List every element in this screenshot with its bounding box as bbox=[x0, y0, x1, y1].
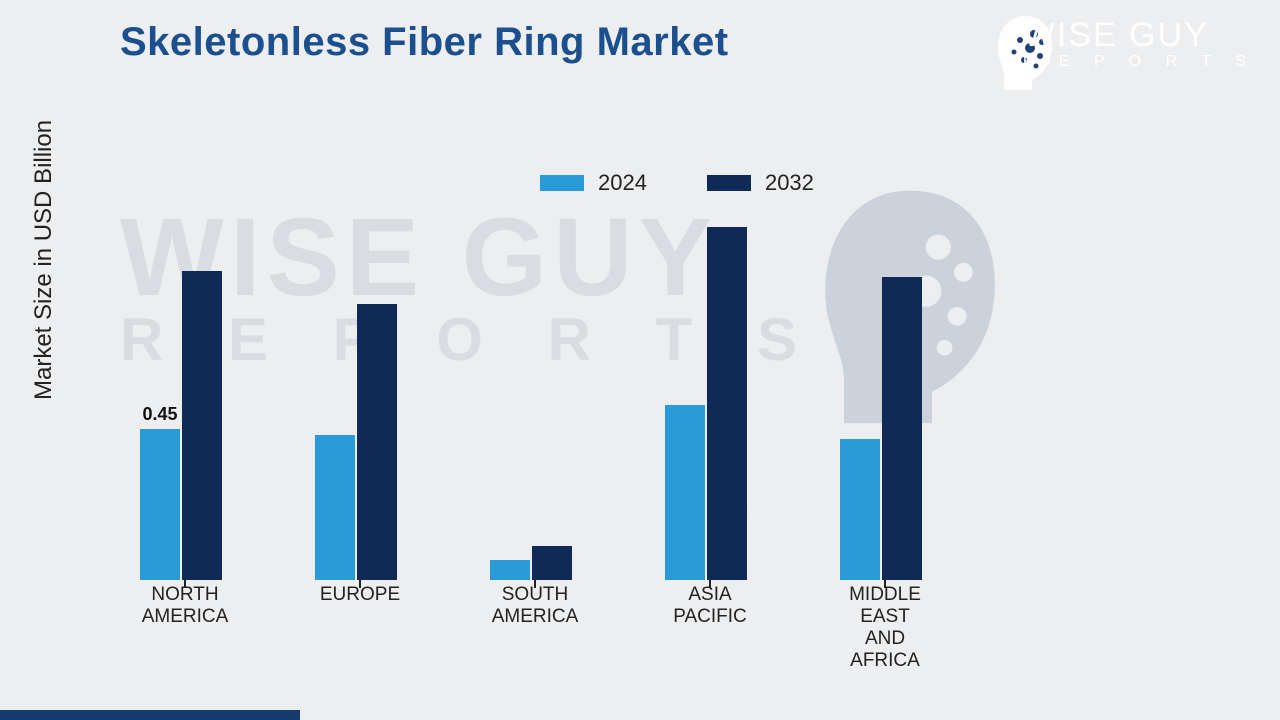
bar bbox=[140, 429, 180, 580]
legend-swatch-0 bbox=[540, 175, 584, 191]
bar-value-label: 0.45 bbox=[140, 404, 180, 429]
legend-label-1: 2032 bbox=[765, 170, 814, 196]
legend-swatch-1 bbox=[707, 175, 751, 191]
bar bbox=[315, 435, 355, 580]
bar bbox=[707, 227, 747, 580]
brand-line2: R E P O R T S bbox=[1023, 54, 1256, 70]
y-axis-label: Market Size in USD Billion bbox=[30, 120, 58, 400]
legend-label-0: 2024 bbox=[598, 170, 647, 196]
bar bbox=[182, 271, 222, 580]
chart-title: Skeletonless Fiber Ring Market bbox=[120, 20, 729, 65]
bottom-accent-bar bbox=[0, 710, 300, 720]
bar-groups: 0.45 bbox=[110, 210, 980, 580]
bar bbox=[882, 277, 922, 580]
brand-wordmark: WISE GUY R E P O R T S bbox=[1023, 18, 1256, 70]
legend-item-1: 2032 bbox=[707, 170, 814, 196]
bar bbox=[532, 546, 572, 580]
legend-item-0: 2024 bbox=[540, 170, 647, 196]
bar bbox=[665, 405, 705, 580]
legend: 2024 2032 bbox=[540, 170, 814, 196]
x-axis-label: MIDDLEEASTANDAFRICA bbox=[815, 584, 955, 671]
chart-plot-area: 0.45 bbox=[110, 210, 980, 580]
bar bbox=[490, 560, 530, 580]
x-axis-label: SOUTHAMERICA bbox=[465, 584, 605, 628]
x-axis-label: EUROPE bbox=[290, 584, 430, 606]
bar bbox=[840, 439, 880, 580]
bar bbox=[357, 304, 397, 580]
brand-line1: WISE GUY bbox=[1023, 18, 1256, 52]
stage: Skeletonless Fiber Ring Market WISE GUY … bbox=[0, 0, 1280, 720]
x-axis-label: NORTHAMERICA bbox=[115, 584, 255, 628]
x-axis-label: ASIAPACIFIC bbox=[640, 584, 780, 628]
